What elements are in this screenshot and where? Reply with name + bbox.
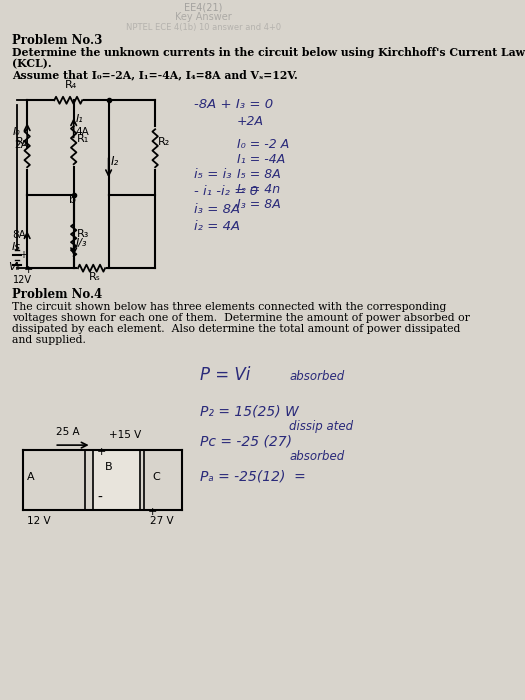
Text: and supplied.: and supplied. (12, 335, 86, 345)
Text: A: A (27, 472, 35, 482)
Text: 4A: 4A (75, 127, 89, 137)
Bar (23, 450, 86, 510)
Text: dissipated by each element.  Also determine the total amount of power dissipated: dissipated by each element. Also determi… (12, 324, 460, 334)
Text: i₃ = 8A: i₃ = 8A (194, 203, 240, 216)
Text: b: b (69, 195, 76, 205)
Text: +2A: +2A (237, 116, 264, 128)
Text: I₅ = 8A: I₅ = 8A (237, 168, 280, 181)
Text: Rₛ: Rₛ (88, 272, 100, 282)
Text: R₃: R₃ (77, 229, 89, 239)
Text: absorbed: absorbed (289, 370, 344, 383)
Text: +: + (97, 447, 107, 457)
Text: 8A: 8A (13, 230, 26, 240)
Text: +: + (24, 265, 34, 275)
Text: 25 A: 25 A (56, 427, 79, 437)
Text: Problem No.3: Problem No.3 (12, 34, 102, 48)
Text: I₀ = -2 A: I₀ = -2 A (237, 138, 289, 151)
Text: 12 V: 12 V (27, 516, 51, 526)
Text: -8A + I₃ = 0: -8A + I₃ = 0 (194, 98, 273, 111)
Bar (143, 450, 182, 510)
Text: R₂: R₂ (158, 137, 170, 147)
Text: Pₐ = -25(12)  =: Pₐ = -25(12) = (200, 469, 306, 483)
Text: I₂ = 4n: I₂ = 4n (237, 183, 280, 196)
Text: I/₃: I/₃ (76, 238, 88, 248)
Text: 27 V: 27 V (150, 516, 173, 526)
Text: i₅ = i₃: i₅ = i₃ (194, 168, 232, 181)
Text: -: - (97, 491, 102, 505)
Text: +: + (19, 250, 27, 260)
Text: P₂ = 15(25) W: P₂ = 15(25) W (200, 404, 299, 418)
Text: R₀: R₀ (16, 137, 28, 147)
Text: NPTEL ECE 4(1b) 10 answer and 4+0: NPTEL ECE 4(1b) 10 answer and 4+0 (125, 23, 281, 32)
Text: absorbed: absorbed (289, 450, 344, 463)
Text: 2A: 2A (15, 140, 28, 150)
Text: Is: Is (12, 242, 20, 252)
Text: The circuit shown below has three elements connected with the corresponding: The circuit shown below has three elemen… (12, 302, 446, 312)
Text: i₂ = 4A: i₂ = 4A (194, 220, 240, 233)
Text: I₃ = 8A: I₃ = 8A (237, 198, 280, 211)
Text: B: B (104, 462, 112, 472)
Text: I₂: I₂ (111, 155, 119, 168)
Text: 12V: 12V (13, 275, 32, 285)
Bar (93, 450, 140, 510)
Text: dissip ated: dissip ated (289, 420, 353, 433)
Text: +15 V: +15 V (109, 430, 141, 440)
Text: Key Answer: Key Answer (175, 13, 232, 22)
Text: C: C (153, 472, 161, 482)
Text: (KCL).: (KCL). (12, 58, 51, 69)
Text: +: + (148, 507, 157, 517)
Text: Determine the unknown currents in the circuit below using Kirchhoff's Current La: Determine the unknown currents in the ci… (12, 48, 524, 58)
Text: R₁: R₁ (77, 134, 89, 144)
Text: R₄: R₄ (65, 80, 77, 90)
Text: voltages shown for each one of them.  Determine the amount of power absorbed or: voltages shown for each one of them. Det… (12, 313, 469, 323)
Text: P = Vi: P = Vi (200, 366, 250, 384)
Text: I₁ = -4A: I₁ = -4A (237, 153, 285, 166)
Text: I₀: I₀ (13, 127, 21, 137)
Text: Problem No.4: Problem No.4 (12, 288, 102, 301)
Text: Pᴄ = -25 (27): Pᴄ = -25 (27) (200, 434, 292, 448)
Text: Assume that I₀=-2A, I₁=-4A, I₄=8A and Vₛ=12V.: Assume that I₀=-2A, I₁=-4A, I₄=8A and Vₛ… (12, 69, 297, 80)
Text: I₁: I₁ (75, 114, 83, 124)
Text: Vₛ: Vₛ (8, 262, 19, 272)
Text: - i₁ -i₂ = 0: - i₁ -i₂ = 0 (194, 186, 258, 198)
Text: EE4(21): EE4(21) (184, 2, 223, 13)
